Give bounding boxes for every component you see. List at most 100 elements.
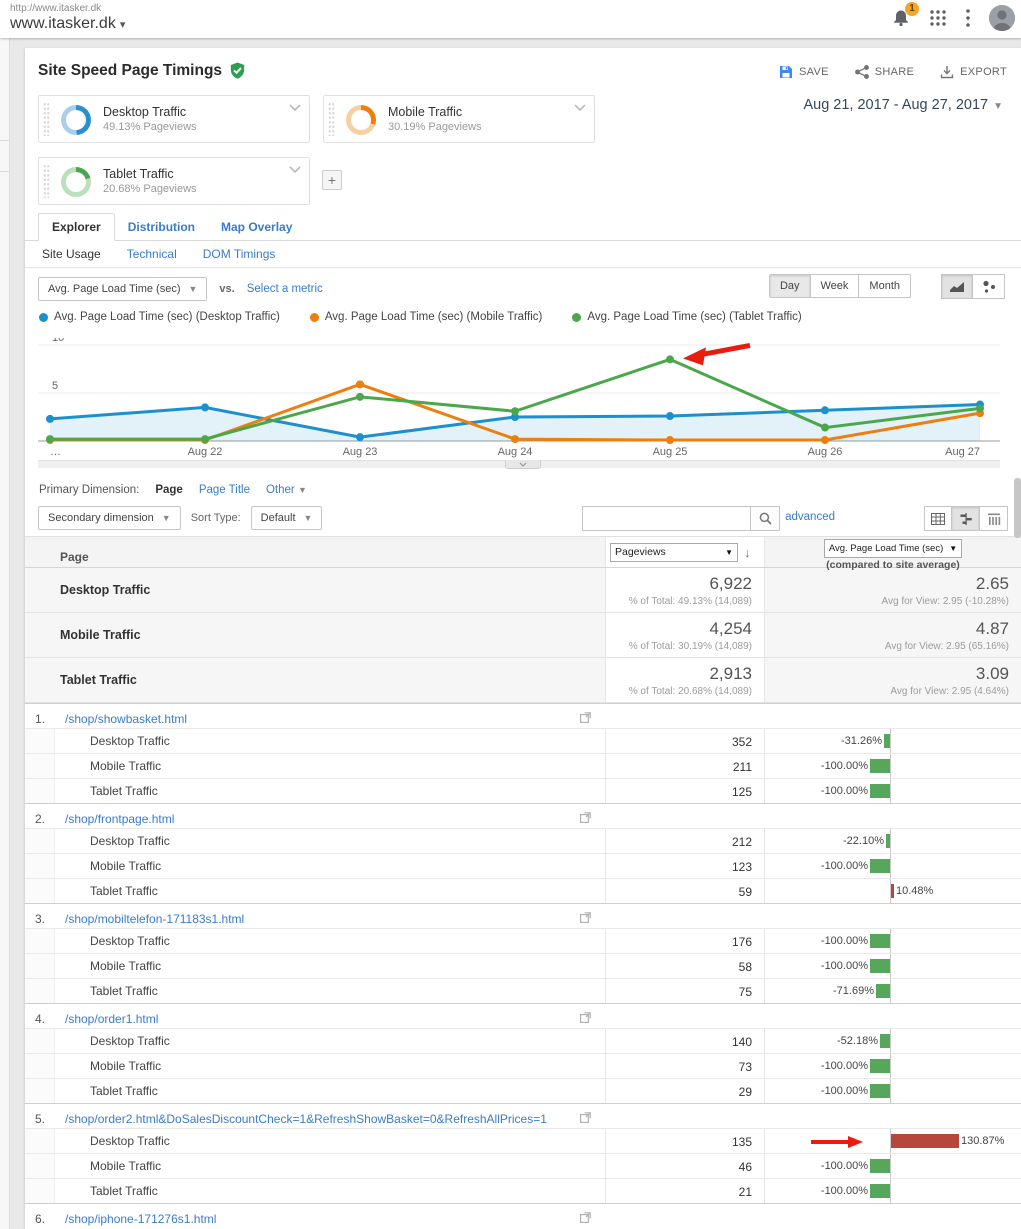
sort-type-dropdown[interactable]: Default ▼ [250,506,323,530]
granularity-week[interactable]: Week [810,274,860,298]
external-link-icon[interactable] [580,1111,591,1123]
chevron-down-icon[interactable] [289,104,301,111]
pageviews-total: 6,922 [709,574,752,593]
dimension-page-title[interactable]: Page Title [198,484,250,496]
metric-total: 3.09 [975,664,1009,683]
table-row: Desktop Traffic 176 -100.00% [25,928,1021,953]
pageviews-value: 212 [605,829,765,853]
notifications-button[interactable]: 1 [891,2,919,28]
comparison-bar-good [870,1159,890,1173]
metric-delta: -100.00% [820,1160,868,1172]
tab-explorer[interactable]: Explorer [38,213,115,241]
drag-handle[interactable] [43,102,50,136]
line-chart-view-button[interactable] [941,274,973,299]
table-row: Tablet Traffic 21 -100.00% [25,1178,1021,1203]
collapsed-sidebar[interactable] [0,38,10,1229]
motion-chart-icon [982,280,995,293]
metric-delta: -31.26% [841,735,882,747]
drag-handle[interactable] [43,164,50,198]
motion-chart-view-button[interactable] [973,274,1005,299]
chevron-down-icon[interactable] [574,104,586,111]
tab-distribution[interactable]: Distribution [127,220,196,234]
report-table: Page Pageviews ▼ ↓ Avg. Page Load Time (s… [25,536,1021,1228]
caret-down-icon: ▼ [725,547,733,557]
primary-dimension-bar: Primary Dimension: Page Page Title Other… [39,484,307,496]
row-index: 2. [35,811,46,826]
external-link-icon[interactable] [580,811,591,823]
pageviews-value: 211 [605,754,765,778]
granularity-month[interactable]: Month [859,274,911,298]
legend-item[interactable]: Avg. Page Load Time (sec) (Tablet Traffi… [572,311,802,323]
notification-badge: 1 [905,2,919,16]
drag-handle[interactable] [328,102,335,136]
legend-item[interactable]: Avg. Page Load Time (sec) (Desktop Traff… [39,311,280,323]
metric-dropdown[interactable]: Avg. Page Load Time (sec) ▼ [38,277,208,301]
caret-down-icon: ▼ [949,544,958,553]
metric-column-select[interactable]: Avg. Page Load Time (sec) ▼ [823,539,963,558]
scrollbar-thumb[interactable] [1014,478,1021,538]
subtab-site-usage[interactable]: Site Usage [42,247,101,261]
page-link[interactable]: /shop/order2.html&DoSalesDiscountCheck=1… [65,1111,547,1126]
comparison-bar-bad [891,884,894,898]
pageviews-column-select[interactable]: Pageviews ▼ [610,542,738,562]
add-segment-button[interactable]: + [322,170,342,190]
timeseries-chart[interactable]: 5 10 … Aug 22 Aug 23 Aug 24 Aug 25 Aug 26 Aug 27 [38,338,1000,460]
segment-row-label: Desktop Traffic [90,1134,170,1148]
metric-delta: -100.00% [820,1185,868,1197]
search-button[interactable] [750,506,780,531]
select-metric-link[interactable]: Select a metric [246,283,323,295]
comparison-view-button[interactable] [952,506,980,531]
account-selector[interactable]: www.itasker.dk ▾ [10,15,126,32]
date-range-selector[interactable]: Aug 21, 2017 - Aug 27, 2017 ▼ [803,97,1003,113]
page-link[interactable]: /shop/showbasket.html [65,711,188,726]
metric-delta: -100.00% [820,1085,868,1097]
subtab-technical[interactable]: Technical [126,247,177,261]
chevron-down-icon[interactable] [289,166,301,173]
legend-dot-icon [39,312,48,322]
chart-legend: Avg. Page Load Time (sec) (Desktop Traff… [39,311,802,323]
external-link-icon[interactable] [580,1011,591,1023]
tab-map-overlay[interactable]: Map Overlay [221,220,293,234]
caret-down-icon: ▼ [188,284,198,294]
comparison-bar-bad [891,1134,959,1148]
pageviews-value: 123 [605,854,765,878]
external-link-icon[interactable] [580,711,591,723]
secondary-dimension-button[interactable]: Secondary dimension ▼ [38,506,181,530]
sort-direction-icon[interactable]: ↓ [744,544,751,560]
data-table-view-button[interactable] [924,506,952,531]
segment-card-desktop[interactable]: Desktop Traffic 49.13% Pageviews [38,95,310,143]
page-link[interactable]: /shop/frontpage.html [65,811,175,826]
pageviews-value: 135 [605,1129,765,1153]
dimension-other[interactable]: Other ▼ [265,484,307,496]
search-input[interactable] [582,506,750,531]
more-menu-button[interactable] [965,8,971,28]
avatar[interactable] [989,5,1015,31]
subtab-dom-timings[interactable]: DOM Timings [202,247,276,261]
segment-card-mobile[interactable]: Mobile Traffic 30.19% Pageviews [323,95,595,143]
dimension-page[interactable]: Page [155,484,183,496]
segment-card-tablet[interactable]: Tablet Traffic 20.68% Pageviews [38,157,310,205]
save-button[interactable]: SAVE [779,65,829,79]
metric-total: 2.65 [975,574,1009,593]
chart-expand-tab[interactable] [505,460,541,469]
search-icon [759,512,772,525]
metric-delta: -22.10% [843,835,884,847]
segment-row-label: Mobile Traffic [90,1059,162,1073]
column-header-page[interactable]: Page [60,549,89,564]
granularity-day[interactable]: Day [768,274,811,298]
external-link-icon[interactable] [580,911,591,923]
legend-item[interactable]: Avg. Page Load Time (sec) (Mobile Traffi… [309,311,542,323]
external-link-icon[interactable] [580,1211,591,1223]
share-button[interactable]: SHARE [854,65,914,79]
table-row: Desktop Traffic 212 -22.10% [25,828,1021,853]
pivot-view-button[interactable] [980,506,1008,531]
vs-label: vs. [219,283,235,295]
page-link[interactable]: /shop/mobiltelefon-171183s1.html [65,911,245,926]
advanced-search-link[interactable]: advanced [785,511,835,523]
metric-delta: -52.18% [837,1035,878,1047]
export-button[interactable]: EXPORT [940,65,1007,79]
page-link[interactable]: /shop/iphone-171276s1.html [65,1211,217,1226]
legend-dot-icon [572,312,582,322]
page-link[interactable]: /shop/order1.html [65,1011,159,1026]
apps-grid-button[interactable] [929,9,947,27]
